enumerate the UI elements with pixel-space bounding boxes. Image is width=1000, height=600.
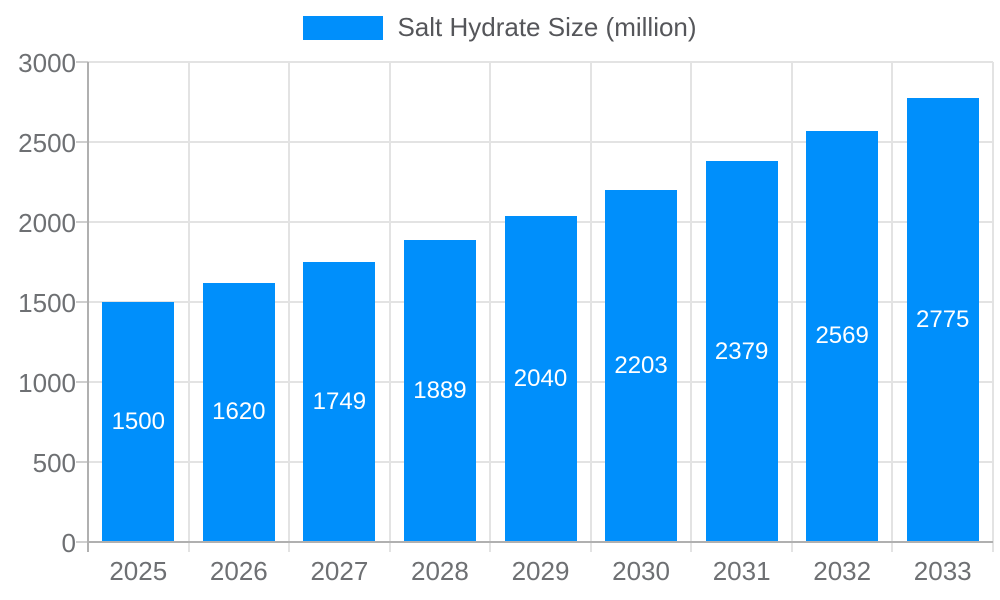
y-axis-line [87,62,89,552]
y-axis-label: 500 [32,448,76,478]
x-axis-label: 2028 [411,556,469,586]
gridline-vertical [589,62,592,552]
y-axis-label: 0 [61,528,76,558]
legend-swatch [303,16,384,40]
x-axis-label: 2033 [913,556,972,586]
gridline-vertical [187,62,190,552]
gridline-vertical [388,62,391,552]
bar-value-label: 1500 [111,408,165,435]
bar-value-label: 1749 [312,388,367,416]
y-axis-tick [76,141,88,143]
x-axis-label: 2026 [209,556,268,586]
bar-value-label: 2040 [513,364,568,392]
y-axis-label: 3000 [18,48,76,78]
gridline-vertical [690,62,693,552]
bar-value-label: 2775 [916,306,970,333]
bar-value-label: 2569 [815,322,869,350]
y-axis-label: 1500 [18,288,76,318]
y-axis-label: 2000 [18,208,76,238]
bar-2026[interactable]: 1620 [202,282,275,542]
y-axis-tick [76,461,88,463]
x-axis-label: 2031 [712,556,771,586]
legend[interactable]: Salt Hydrate Size (million) [0,14,1000,42]
bar-value-label: 1889 [413,376,467,404]
gridline-vertical [489,62,492,552]
x-axis-line [88,541,993,543]
bar-2032[interactable]: 2569 [806,130,879,542]
bar-2033[interactable]: 2775 [906,98,979,542]
gridline-vertical [288,62,291,552]
gridline-vertical [790,62,793,552]
bar-2025[interactable]: 1500 [102,302,175,542]
y-axis-tick [76,381,88,383]
x-axis-label: 2025 [109,556,168,586]
x-axis-label: 2030 [612,556,670,586]
bar-value-label: 1620 [212,398,266,426]
gridline-vertical [992,62,994,552]
y-axis-tick [76,61,88,63]
bar-2029[interactable]: 2040 [504,215,577,542]
bar-value-label: 2203 [614,351,668,379]
x-axis-label: 2029 [511,556,570,586]
y-axis-tick [76,221,88,223]
bar-2030[interactable]: 2203 [605,189,678,542]
x-axis-label: 2027 [310,556,369,586]
bar-2028[interactable]: 1889 [403,239,476,542]
bar-value-label: 2379 [714,337,769,365]
gridline-horizontal [88,141,993,143]
bar-2027[interactable]: 1749 [303,262,376,542]
x-axis-label: 2032 [813,556,872,586]
y-axis-label: 1000 [18,368,76,398]
y-axis-tick [76,301,88,303]
gridline-vertical [891,62,894,552]
bar-2031[interactable]: 2379 [705,161,778,542]
legend-label: Salt Hydrate Size (million) [397,12,697,42]
y-axis-tick [76,541,88,543]
gridline-horizontal [88,61,993,63]
y-axis-label: 2500 [18,128,76,158]
